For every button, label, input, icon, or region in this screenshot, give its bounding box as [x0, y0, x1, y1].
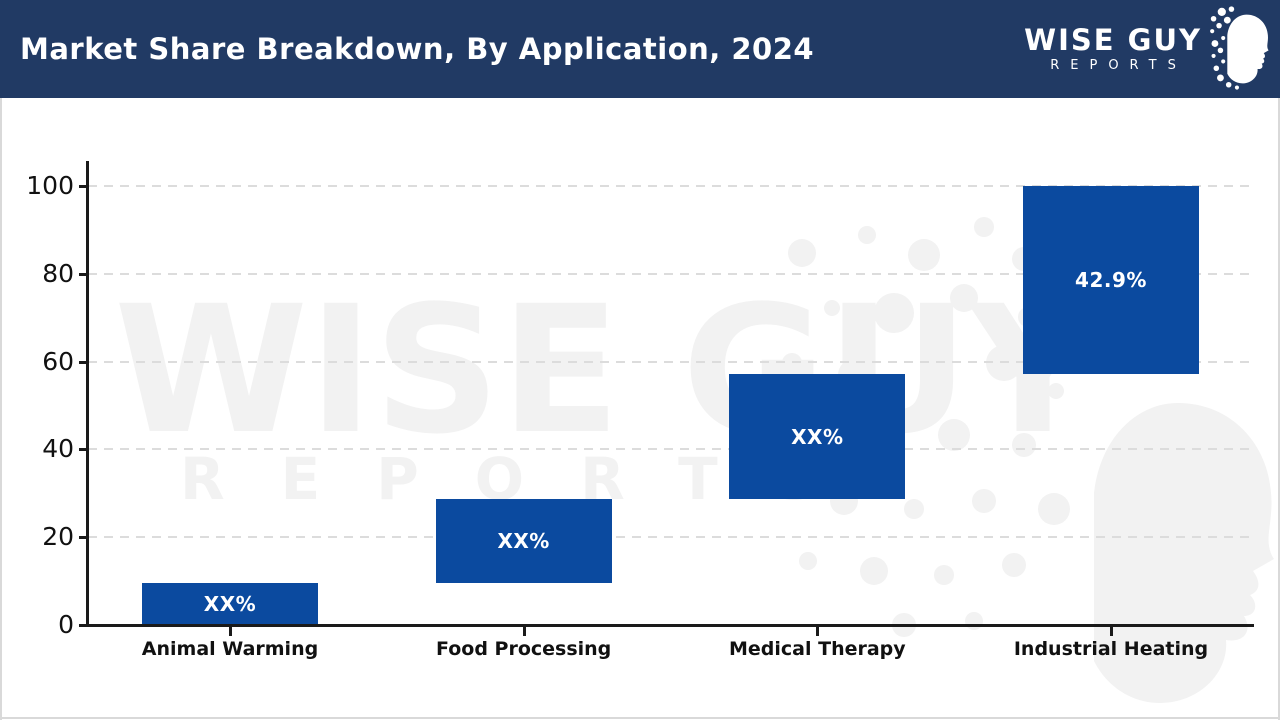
- y-tick-label-0: 0: [58, 610, 74, 639]
- x-tick-label-animal-warming: Animal Warming: [141, 638, 319, 660]
- y-tick-80: [79, 272, 87, 276]
- y-tick-100: [79, 185, 87, 188]
- y-axis-spine: [86, 161, 89, 627]
- x-tick-label-medical-therapy: Medical Therapy: [728, 638, 906, 660]
- bottom-divider: [0, 717, 1280, 719]
- bar-food-processing: XX%: [435, 499, 612, 584]
- x-tick-label-industrial-heating: Industrial Heating: [1013, 638, 1209, 660]
- gridline-40: [88, 448, 1254, 451]
- y-tick-0: [79, 624, 87, 627]
- wise-guy-reports-logo: WISE GUY REPORTS: [1024, 0, 1270, 98]
- logo-wordmark: WISE GUY: [1024, 23, 1202, 57]
- x-tick-medical-therapy: [816, 627, 820, 636]
- bar-value-label-medical-therapy: XX%: [791, 424, 844, 449]
- y-tick-label-40: 40: [42, 434, 74, 464]
- bar-value-label-industrial-heating: 42.9%: [1075, 268, 1147, 293]
- page-title: Market Share Breakdown, By Application, …: [20, 32, 815, 66]
- x-tick-animal-warming: [229, 627, 232, 636]
- y-tick-label-80: 80: [42, 258, 74, 288]
- y-tick-label-20: 20: [42, 522, 74, 552]
- watermark-face-dots: [782, 217, 1274, 703]
- gridline-60: [88, 360, 1254, 363]
- y-tick-label-100: 100: [26, 171, 74, 200]
- gridline-100: [88, 185, 1254, 187]
- x-axis-spine: [86, 624, 1254, 627]
- y-tick-20: [79, 536, 87, 540]
- y-tick-40: [79, 448, 87, 452]
- bar-animal-warming: XX%: [142, 583, 318, 625]
- watermark-subtitle: REPORTS: [180, 445, 872, 513]
- gridline-20: [88, 536, 1254, 539]
- x-tick-industrial-heating: [1110, 627, 1113, 636]
- y-tick-label-60: 60: [42, 346, 74, 376]
- gridline-80: [88, 272, 1254, 275]
- bar-medical-therapy: XX%: [729, 374, 906, 500]
- bar-industrial-heating: 42.9%: [1023, 186, 1199, 375]
- x-tick-label-food-processing: Food Processing: [436, 638, 612, 660]
- header-band: Market Share Breakdown, By Application, …: [0, 0, 1280, 98]
- bar-value-label-food-processing: XX%: [497, 529, 550, 554]
- logo-text: WISE GUY REPORTS: [1024, 23, 1202, 73]
- logo-subtitle: REPORTS: [1050, 58, 1187, 73]
- x-tick-food-processing: [522, 627, 526, 636]
- y-tick-60: [79, 360, 87, 364]
- face-profile-dots-icon: [1210, 6, 1269, 90]
- bar-value-label-animal-warming: XX%: [203, 592, 257, 617]
